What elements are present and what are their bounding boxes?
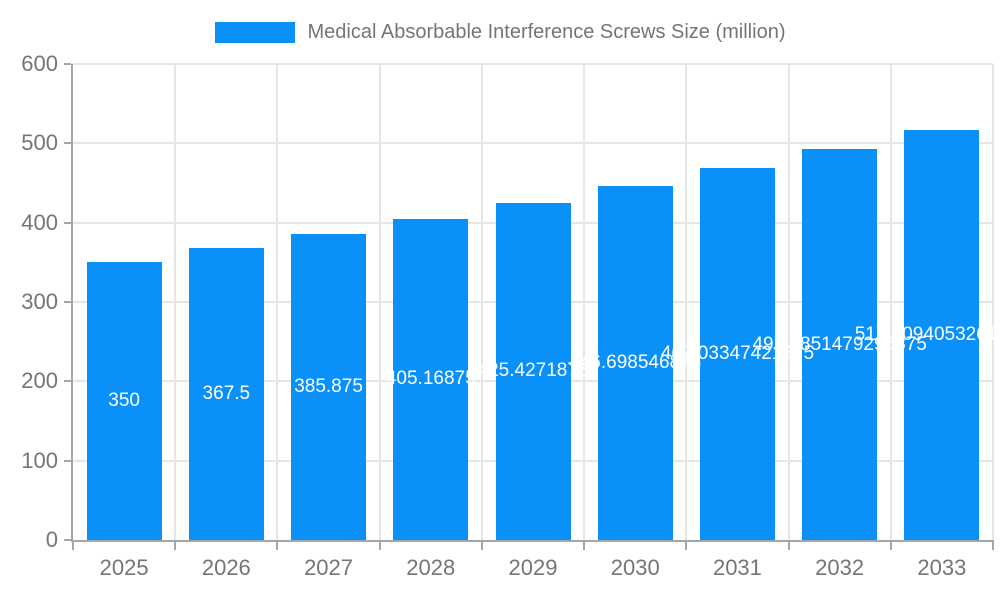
y-axis-label: 400 [21,209,58,235]
v-gridline [583,64,586,540]
bar-value-label: 350 [108,390,140,412]
x-axis-tick [480,540,483,550]
bar-value-label: 517.1094053261719 [854,323,1000,345]
y-axis-tick [64,63,71,65]
bar-value-label: 385.875 [294,375,363,397]
bar [597,185,673,540]
bar [495,202,571,540]
x-axis-tick [787,540,790,550]
bar-value-label: 469.03347421875 [660,342,815,364]
x-axis-line [71,540,993,542]
y-axis-label: 0 [45,527,58,552]
y-axis-label: 100 [21,447,58,473]
v-gridline [889,64,892,540]
x-axis-label: 2029 [508,555,558,580]
v-gridline [174,64,177,540]
bar-value-label: 492.4851479296875 [752,333,927,355]
x-axis-tick [378,540,381,550]
x-axis-label: 2026 [201,555,251,580]
v-gridline [685,64,688,540]
y-axis-label: 600 [21,51,58,76]
v-gridline [480,64,483,540]
bar-value-label: 425.4271875 [477,360,589,382]
y-axis-label: 500 [21,130,58,156]
v-gridline [276,64,279,540]
x-axis-label: 2028 [406,555,456,580]
v-gridline [378,64,381,540]
y-axis-tick [64,142,71,145]
x-axis-label: 2032 [815,555,865,580]
x-axis-label: 2031 [712,555,762,580]
x-axis-tick [583,540,586,550]
x-axis-label: 2025 [99,555,149,580]
v-gridline [787,64,790,540]
y-axis-tick [64,459,71,462]
x-axis-tick [276,540,279,550]
x-axis-label: 2027 [304,555,354,580]
plot-area: 0 100 200 300 400 500 600 350 2025 367.5 2026 385.8… [21,53,1000,580]
bar [393,218,469,540]
x-axis-tick [685,540,688,550]
x-axis-tick [72,540,74,550]
bar-value-label: 405.16875 [385,368,476,390]
x-axis-label: 2033 [917,555,967,580]
bar [802,149,878,540]
x-axis-tick [992,540,994,550]
bar [699,167,775,540]
h-gridline [73,142,993,145]
y-axis-tick [64,301,71,303]
y-axis-tick [64,221,71,224]
bar-value-label: 446.698546875 [569,351,702,373]
y-axis-label: 300 [21,289,58,314]
legend: Medical Absorbable Interference Screws S… [0,21,1000,44]
y-axis-tick [64,380,71,383]
bar [904,129,980,540]
legend-swatch[interactable] [214,22,295,43]
bar [188,248,264,540]
v-gridline [992,64,994,540]
bar-value-label: 367.5 [202,383,251,405]
y-axis-tick [64,539,71,541]
y-axis-line [71,64,73,542]
bar [86,262,162,540]
x-axis-tick [889,540,892,550]
bar [291,233,367,540]
x-axis-tick [174,540,177,550]
x-axis-label: 2030 [610,555,660,580]
y-axis-label: 200 [21,368,58,394]
legend-label[interactable]: Medical Absorbable Interference Screws S… [307,21,786,43]
h-gridline [73,63,993,65]
